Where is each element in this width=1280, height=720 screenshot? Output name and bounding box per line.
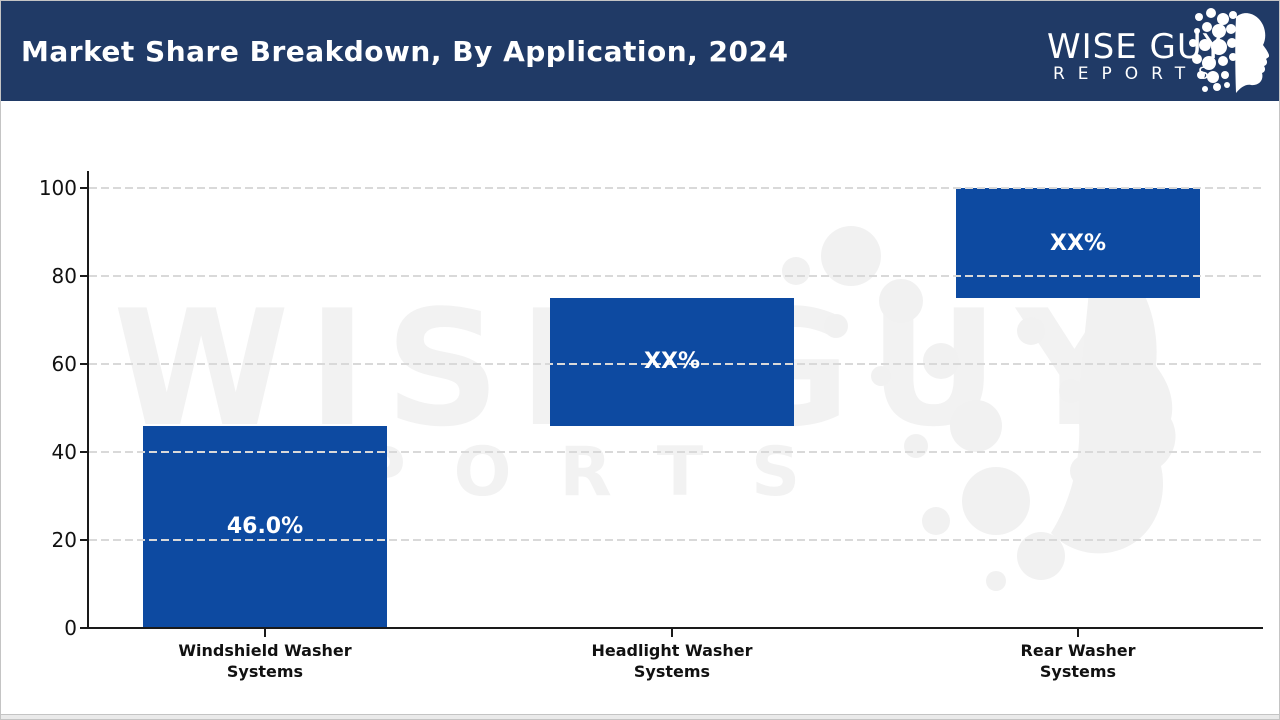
page-bottom-strip	[1, 714, 1279, 719]
y-axis-line	[87, 171, 89, 629]
bar-segment	[143, 425, 387, 628]
bar-value-label: XX%	[1050, 230, 1106, 256]
x-axis-tick	[264, 629, 266, 637]
x-category-label: Headlight Washer Systems	[591, 641, 753, 681]
gridline	[89, 451, 1263, 453]
gridline	[89, 363, 1263, 365]
x-category-label: Rear Washer Systems	[1020, 641, 1136, 681]
gridline	[89, 539, 1263, 541]
y-axis-tick-label: 20	[51, 528, 77, 552]
gridline	[89, 275, 1263, 277]
bar-segment	[956, 188, 1200, 298]
y-axis-tick	[80, 187, 88, 189]
y-axis-tick	[80, 627, 88, 629]
y-axis-tick-label: 0	[64, 616, 77, 640]
y-axis-tick	[80, 275, 88, 277]
page-title: Market Share Breakdown, By Application, …	[21, 34, 789, 68]
bar-value-label: XX%	[644, 349, 700, 375]
y-axis-tick-label: 40	[51, 440, 77, 464]
y-axis-tick	[80, 363, 88, 365]
bar-value-label: 46.0%	[226, 514, 304, 540]
y-axis-tick-label: 80	[51, 264, 77, 288]
header-banner: Market Share Breakdown, By Application, …	[1, 1, 1279, 101]
y-axis-tick-label: 100	[38, 176, 77, 200]
wiseguy-face-icon	[1189, 8, 1269, 93]
y-axis-tick	[80, 451, 88, 453]
x-axis-tick	[671, 629, 673, 637]
logo-tagline-text: REPORTS	[1053, 64, 1222, 84]
x-axis-line	[87, 627, 1263, 629]
bar-segment	[550, 298, 794, 426]
wiseguy-logo: WISE GUY REPORTS	[1047, 8, 1269, 93]
y-axis-tick	[80, 539, 88, 541]
gridline	[89, 187, 1263, 189]
y-axis-tick-label: 60	[51, 352, 77, 376]
x-axis-tick	[1077, 629, 1079, 637]
x-category-label: Windshield Washer Systems	[178, 641, 352, 681]
